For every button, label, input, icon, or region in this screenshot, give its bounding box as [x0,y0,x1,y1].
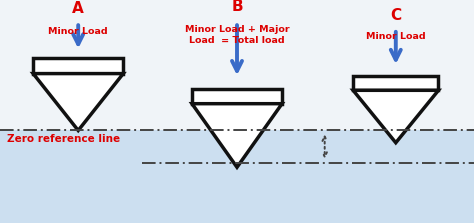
Text: A: A [73,1,84,17]
Text: C: C [390,8,401,23]
Text: Minor Load + Major
Load  = Total load: Minor Load + Major Load = Total load [185,25,289,45]
Bar [0,130,474,223]
Polygon shape [33,74,123,130]
Text: B: B [231,0,243,14]
Text: Minor Load: Minor Load [366,32,426,41]
Bar [353,76,438,90]
Polygon shape [192,104,282,167]
Bar [192,89,282,104]
Bar [33,58,123,74]
Text: Minor Load: Minor Load [48,27,108,36]
Text: Zero reference line: Zero reference line [7,134,120,144]
Polygon shape [353,90,438,143]
